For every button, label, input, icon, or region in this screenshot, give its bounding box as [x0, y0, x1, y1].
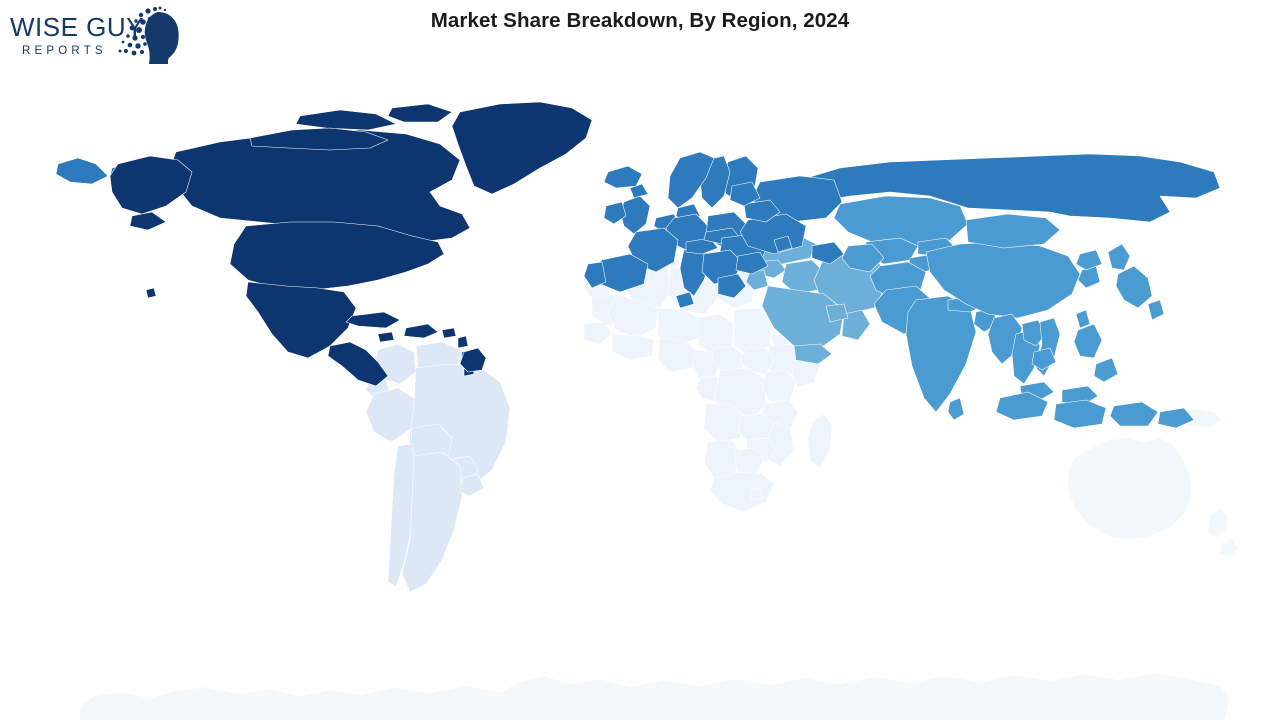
- country-philippines: [1074, 324, 1118, 382]
- country-bulgaria: [736, 252, 768, 274]
- region-north-america: [110, 102, 592, 386]
- logo-wordmark-primary: WISE GUY: [10, 12, 144, 42]
- country-saudi-arabia: [762, 286, 844, 350]
- country-yemen: [794, 344, 832, 364]
- country-greece: [718, 274, 746, 298]
- country-nigeria: [658, 338, 696, 372]
- country-united-kingdom: [620, 184, 650, 234]
- region-europe: [56, 152, 1220, 308]
- country-senegal-guinea: [584, 322, 612, 344]
- country-cambodia: [1032, 348, 1056, 370]
- country-hawaii-marker: [146, 288, 156, 298]
- country-canada: [170, 130, 470, 242]
- country-antarctica: [80, 673, 1230, 720]
- country-kazakhstan: [834, 196, 968, 246]
- country-canada-arctic-islands: [250, 104, 452, 150]
- country-new-zealand: [1208, 508, 1238, 558]
- region-asia-pacific: [834, 196, 1194, 428]
- country-argentina: [402, 452, 462, 592]
- country-indonesia: [996, 392, 1194, 428]
- country-madagascar: [808, 414, 832, 468]
- country-portugal: [584, 262, 606, 288]
- country-jamaica: [378, 332, 394, 342]
- country-baltics: [730, 182, 760, 206]
- country-moldova: [774, 236, 792, 252]
- country-north-korea: [1076, 250, 1102, 270]
- country-mali: [608, 294, 658, 338]
- country-angola: [704, 404, 744, 442]
- logo-wordmark-secondary: REPORTS: [22, 45, 107, 57]
- country-uae-qatar-kuwait: [826, 304, 848, 322]
- country-turkmenistan: [842, 244, 884, 272]
- country-french-guiana: [460, 348, 486, 372]
- country-united-states: [230, 222, 444, 290]
- country-central-america: [328, 342, 388, 386]
- country-israel-jordan: [746, 270, 768, 290]
- region-south-america: [366, 342, 510, 592]
- country-ireland: [604, 202, 626, 224]
- country-caucasus: [812, 242, 844, 264]
- country-taiwan: [1076, 310, 1090, 328]
- country-peru: [366, 388, 414, 442]
- country-alaska: [110, 156, 192, 230]
- country-iceland: [604, 166, 642, 188]
- country-australia: [1068, 438, 1192, 540]
- logo-head-profile-icon: [118, 6, 179, 64]
- country-greenland: [452, 102, 592, 194]
- country-uganda-kenya: [762, 370, 796, 402]
- country-japan: [1108, 244, 1164, 320]
- country-hispaniola-pr: [404, 324, 456, 338]
- region-middle-east: [736, 232, 886, 364]
- region-oceania-antarctica: [80, 408, 1238, 720]
- country-south-africa: [710, 472, 774, 512]
- wise-guy-reports-logo: WISE GUY REPORTS: [8, 6, 192, 64]
- world-choropleth-map: [0, 46, 1280, 720]
- country-oman: [842, 310, 870, 340]
- country-botswana: [734, 448, 764, 474]
- country-ivory-coast-ghana: [612, 334, 654, 360]
- country-laos: [1022, 320, 1046, 346]
- country-mongolia: [966, 214, 1060, 248]
- country-lesotho: [750, 488, 762, 500]
- country-south-korea: [1078, 266, 1100, 288]
- country-norway: [668, 152, 714, 208]
- country-india: [906, 296, 976, 412]
- country-cuba: [346, 312, 400, 328]
- country-russia: [792, 154, 1220, 222]
- country-belarus: [744, 200, 780, 222]
- country-uruguay: [460, 474, 484, 496]
- page-title: Market Share Breakdown, By Region, 2024: [430, 9, 850, 32]
- world-map-container: [0, 46, 1280, 720]
- country-sri-lanka: [948, 398, 964, 420]
